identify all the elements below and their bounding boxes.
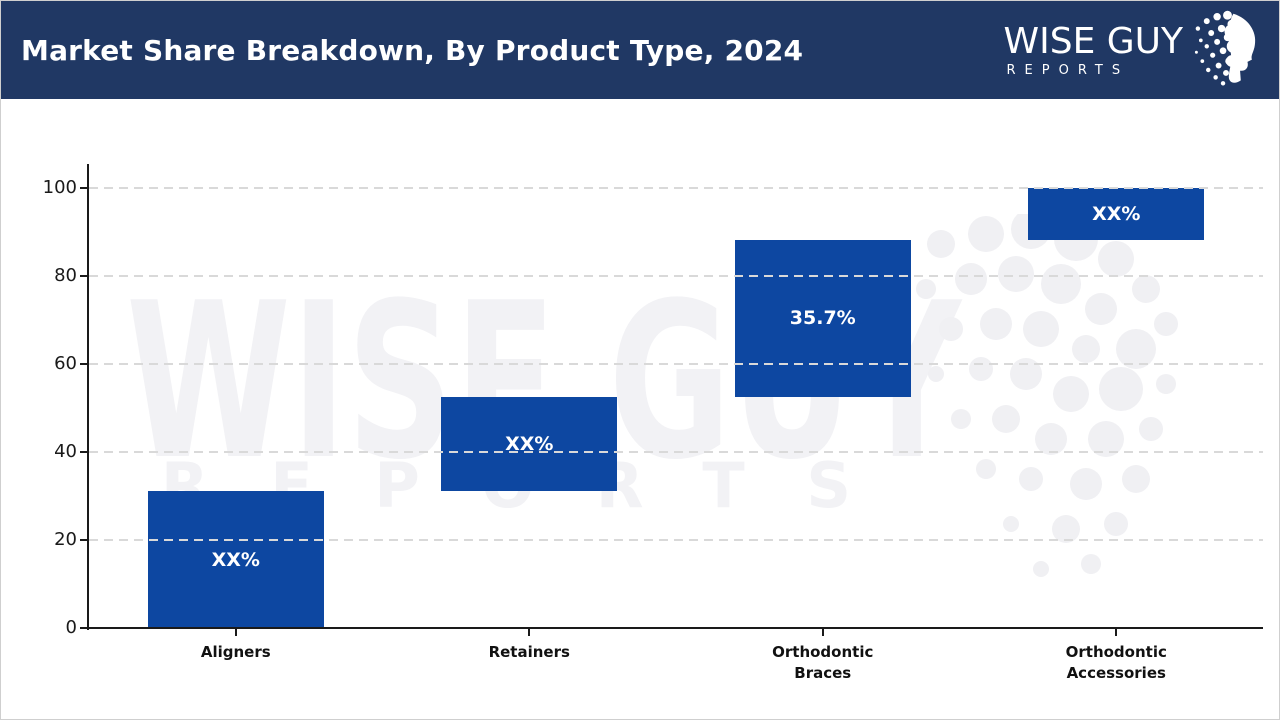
- x-tick-mark: [528, 629, 531, 636]
- logo-text-line1: WISE GUY: [1003, 20, 1184, 62]
- gridline: [89, 451, 1263, 453]
- x-category-label: Aligners: [200, 643, 271, 661]
- y-tick-mark: [80, 275, 87, 277]
- y-tick-mark: [80, 187, 87, 189]
- bar-value-label: XX%: [505, 433, 554, 456]
- y-tick-label: 80: [54, 265, 77, 286]
- y-tick-label: 60: [54, 353, 77, 374]
- x-category-label: Orthodontic Accessories: [1065, 643, 1167, 682]
- y-tick-mark: [80, 451, 87, 453]
- x-category-label: Retainers: [488, 643, 570, 661]
- y-axis-line: [87, 164, 89, 630]
- x-tick-mark: [821, 629, 824, 636]
- x-axis-line: [87, 627, 1263, 629]
- bar-aligners: XX%: [147, 491, 324, 628]
- y-tick-label: 40: [54, 441, 77, 462]
- gridline: [89, 187, 1263, 189]
- header-band: Market Share Breakdown, By Product Type,…: [1, 1, 1279, 99]
- y-tick-mark: [80, 627, 87, 629]
- logo-text-line2: REPORTS: [1006, 62, 1130, 78]
- wiseguy-logo: WISE GUY REPORTS: [1004, 8, 1264, 92]
- gridline: [89, 363, 1263, 365]
- bar-orthodontic-braces: 35.7%: [734, 239, 911, 397]
- watermark-head-dots-icon: [916, 214, 1178, 577]
- y-tick-label: 0: [65, 617, 77, 638]
- x-tick-mark: [1115, 629, 1118, 636]
- bar-value-label: 35.7%: [789, 307, 856, 330]
- y-tick-mark: [80, 539, 87, 541]
- gridline: [89, 539, 1263, 541]
- chart-area: WISE GUY REPORTS 020406080100XX%Aligners…: [1, 99, 1279, 717]
- x-category-label: Orthodontic Braces: [772, 643, 874, 682]
- bar-retainers: XX%: [441, 397, 618, 492]
- logo-wordmark: WISE GUY REPORTS: [1003, 20, 1184, 78]
- page-title: Market Share Breakdown, By Product Type,…: [21, 33, 804, 67]
- bar-orthodontic-accessories: XX%: [1028, 188, 1205, 240]
- gridline: [89, 275, 1263, 277]
- logo-head-icon: [1194, 10, 1256, 86]
- x-tick-mark: [234, 629, 237, 636]
- y-tick-label: 100: [42, 177, 77, 198]
- bar-value-label: XX%: [211, 548, 260, 571]
- bar-value-label: XX%: [1092, 202, 1141, 225]
- y-tick-mark: [80, 363, 87, 365]
- y-tick-label: 20: [54, 529, 77, 550]
